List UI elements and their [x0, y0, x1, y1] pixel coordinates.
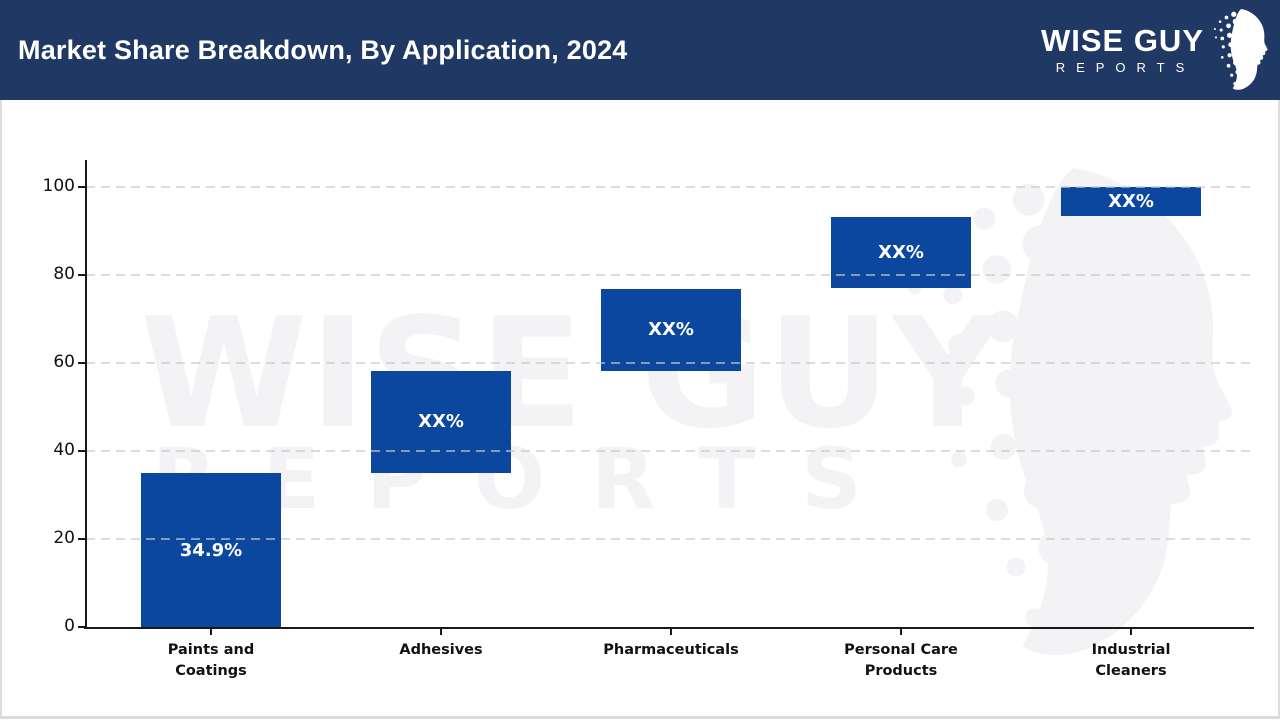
bar-segment: XX%: [371, 370, 511, 473]
y-axis-line: [85, 160, 87, 629]
x-axis-category-line: Paints and: [167, 642, 255, 658]
bar-value-label: 34.9%: [179, 539, 243, 561]
logo-reports-text: REPORTS: [1055, 60, 1196, 75]
y-gridline: [86, 450, 1255, 452]
y-gridline: [86, 186, 1255, 188]
x-axis-category-label: Adhesives: [331, 640, 551, 661]
y-axis-tick-label: 100: [42, 176, 75, 196]
y-axis-tick-label: 20: [53, 528, 75, 548]
x-axis-category-line: Pharmaceuticals: [603, 642, 739, 658]
header-bar: Market Share Breakdown, By Application, …: [0, 0, 1280, 100]
logo-wise-guy-text: WISE GUY: [1040, 23, 1204, 58]
x-axis-tick: [670, 628, 672, 635]
page-title: Market Share Breakdown, By Application, …: [18, 34, 628, 65]
y-axis-tick: [78, 626, 85, 628]
y-gridline: [86, 538, 1255, 540]
x-axis-tick: [440, 628, 442, 635]
x-axis-category-line: Adhesives: [399, 642, 483, 658]
x-axis-category-line: Coatings: [175, 663, 247, 679]
y-axis-tick-label: 60: [53, 352, 75, 372]
x-axis-category-line: Industrial: [1091, 642, 1171, 658]
bar-segment: XX%: [1061, 187, 1201, 217]
logo-face-icon: [1213, 9, 1268, 90]
x-axis-category-label: Paints and Coatings: [101, 640, 321, 682]
bar-value-label: XX%: [418, 411, 464, 433]
y-axis-tick-label: 0: [64, 616, 75, 636]
x-axis-line: [84, 627, 1254, 629]
y-gridline: [86, 274, 1255, 276]
bar-value-label: XX%: [1108, 191, 1154, 213]
bar-value-label: XX%: [878, 242, 924, 264]
x-axis-category-label: Pharmaceuticals: [561, 640, 781, 661]
x-axis-category-line: Personal Care: [844, 642, 958, 658]
y-axis-tick-label: 80: [53, 264, 75, 284]
y-axis-tick: [78, 186, 85, 188]
y-gridline: [86, 362, 1255, 364]
x-axis-tick: [900, 628, 902, 635]
bar-segment: XX%: [601, 289, 741, 371]
x-axis-tick: [210, 628, 212, 635]
wiseguy-logo: WISE GUY REPORTS: [1041, 4, 1270, 96]
bar-value-label: XX%: [648, 319, 694, 341]
x-axis-category-label: Personal Care Products: [791, 640, 1011, 682]
watermark-face-graphic: [908, 168, 1233, 656]
y-axis-tick: [78, 450, 85, 452]
y-axis-tick: [78, 274, 85, 276]
x-axis-category-line: Cleaners: [1095, 663, 1167, 679]
bar-segment: XX%: [831, 216, 971, 289]
bar-segment: 34.9%: [141, 473, 281, 627]
y-axis-tick: [78, 362, 85, 364]
logo-text: WISE GUY REPORTS: [1041, 25, 1204, 75]
y-axis-tick: [78, 538, 85, 540]
watermark-wise-guy: WISE GUY: [140, 285, 1005, 462]
x-axis-tick: [1130, 628, 1132, 635]
y-axis-tick-label: 40: [53, 440, 75, 460]
x-axis-category-label: Industrial Cleaners: [1021, 640, 1241, 682]
x-axis-category-line: Products: [864, 663, 938, 679]
